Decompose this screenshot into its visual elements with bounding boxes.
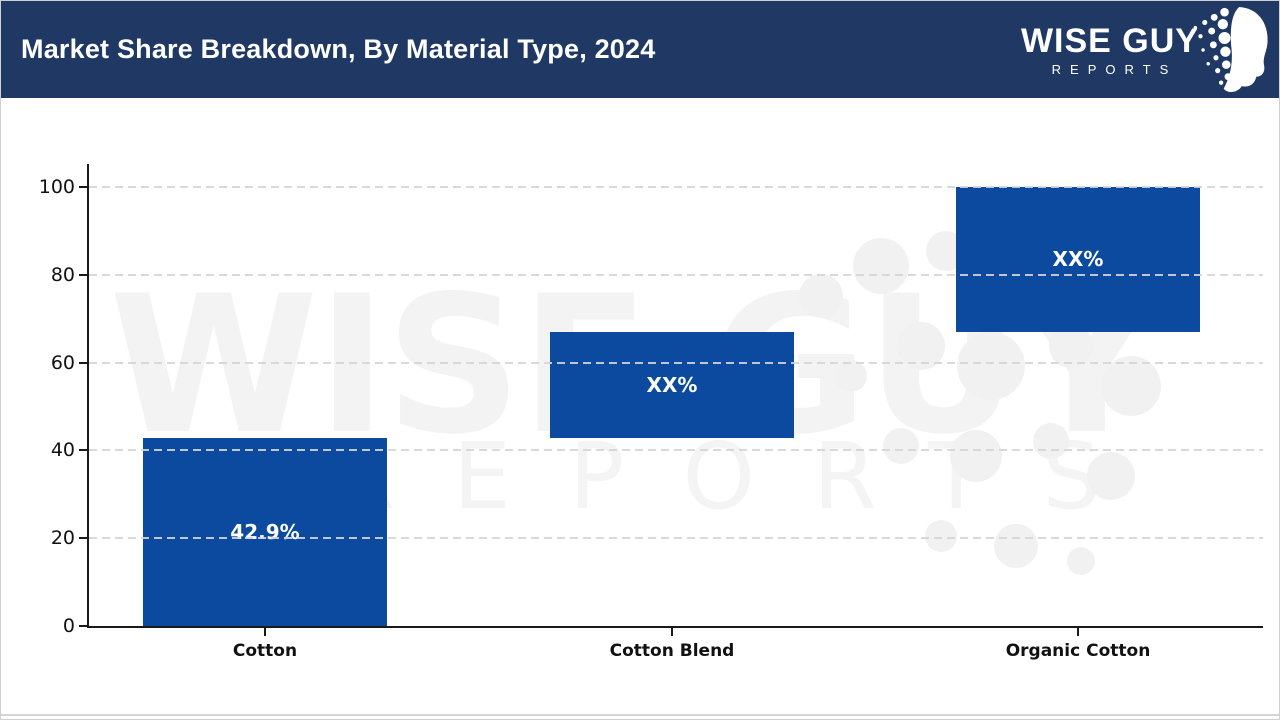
- y-tick-label: 60: [50, 351, 75, 374]
- bar-organic-cotton: XX%: [956, 187, 1200, 332]
- y-tick-mark: [79, 361, 87, 364]
- x-axis-line: [87, 626, 1263, 628]
- x-tick-mark: [1077, 628, 1079, 636]
- logo-wordmark: WISE GUY REPORTS: [1021, 24, 1199, 76]
- logo-reports-text: REPORTS: [1051, 61, 1178, 77]
- y-tick-mark: [79, 273, 87, 276]
- gridline-100: [89, 186, 1263, 188]
- brand-logo: WISE GUY REPORTS: [1021, 5, 1271, 95]
- bar-cotton: 42.9%: [143, 437, 387, 626]
- y-tick-label: 20: [50, 527, 75, 550]
- y-tick-mark: [79, 449, 87, 452]
- category-label-cotton: Cotton: [232, 641, 298, 661]
- bar-cotton-blend: XX%: [550, 331, 794, 438]
- page-title: Market Share Breakdown, By Material Type…: [21, 34, 656, 64]
- y-tick-label: 80: [50, 263, 75, 286]
- category-label-organic-cotton: Organic Cotton: [1005, 641, 1151, 661]
- y-tick-mark: [79, 186, 87, 188]
- bottom-divider: [1, 714, 1279, 716]
- x-tick-mark: [671, 628, 673, 636]
- bar-value-label: XX%: [1052, 247, 1104, 272]
- bar-value-label: 42.9%: [230, 519, 300, 544]
- y-tick-mark: [79, 625, 87, 627]
- logo-face-icon: [1193, 6, 1268, 92]
- x-tick-mark: [264, 628, 266, 636]
- y-axis-line: [87, 164, 89, 628]
- gridline-60: [89, 361, 1263, 364]
- y-tick-label: 100: [38, 176, 75, 198]
- header-bar: Market Share Breakdown, By Material Type…: [1, 1, 1279, 98]
- y-tick-label: 0: [62, 615, 75, 637]
- y-tick-mark: [79, 537, 87, 540]
- logo-name-text: WISE GUY: [1020, 21, 1199, 60]
- gridline-80: [89, 273, 1263, 276]
- bar-value-label: XX%: [646, 372, 698, 397]
- category-label-cotton-blend: Cotton Blend: [609, 641, 735, 661]
- gridline-20: [89, 537, 1263, 540]
- y-tick-label: 40: [50, 439, 75, 462]
- gridline-40: [89, 449, 1263, 452]
